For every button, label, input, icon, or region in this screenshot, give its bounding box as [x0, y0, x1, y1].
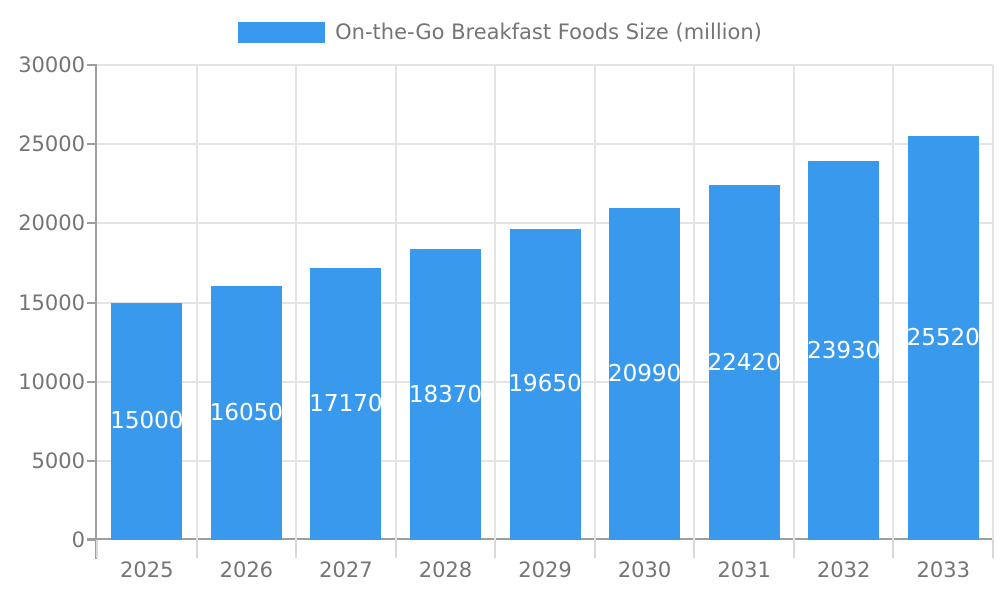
x-axis-tick [593, 540, 596, 558]
bar-value-label: 18370 [408, 381, 483, 408]
y-axis-tick [87, 301, 97, 304]
bar-2029[interactable]: 19650 [508, 228, 582, 540]
bar-2030[interactable]: 20990 [607, 207, 682, 540]
y-axis-tick [87, 539, 97, 541]
bar-2031[interactable]: 22420 [707, 185, 781, 540]
y-axis-tick-label: 5000 [31, 448, 85, 473]
x-axis-tick-label: 2028 [418, 558, 473, 582]
x-axis-tick [892, 540, 895, 558]
x-axis-tick-label: 2033 [916, 558, 970, 582]
bar-value-label: 17170 [309, 391, 383, 418]
y-axis-tick [87, 64, 97, 66]
bar-value-label: 23930 [807, 337, 881, 364]
bar-2026[interactable]: 16050 [209, 285, 283, 540]
plot-area: 15000 16050 17170 18370 19650 20990 22420 23930… [97, 64, 994, 540]
x-gridline [792, 65, 795, 540]
x-gridline [195, 65, 198, 540]
x-axis-tick [195, 540, 198, 558]
y-gridline [97, 64, 993, 66]
bar-value-label: 19650 [508, 371, 582, 398]
x-axis-tick [693, 540, 696, 558]
y-axis-line [95, 65, 97, 559]
y-axis-tick-label: 30000 [18, 53, 85, 77]
y-axis-tick-label: 10000 [18, 369, 85, 394]
x-axis-tick [992, 540, 994, 558]
x-axis-tick-label: 2026 [219, 558, 274, 582]
x-axis-tick-label: 2030 [617, 558, 672, 582]
x-gridline [693, 65, 696, 540]
x-axis-tick [96, 540, 98, 558]
x-axis-tick-label: 2032 [816, 558, 871, 582]
x-gridline [494, 65, 497, 540]
legend-swatch [238, 21, 326, 43]
legend-label: On-the-Go Breakfast Foods Size (million) [335, 20, 762, 44]
x-gridline [892, 65, 895, 540]
y-axis-tick-label: 25000 [18, 132, 85, 157]
x-axis-tick-label: 2029 [518, 558, 572, 582]
bar-value-label: 20990 [607, 360, 682, 387]
y-axis-tick [87, 143, 97, 146]
x-gridline [394, 65, 397, 540]
y-axis-tick-label: 15000 [18, 290, 85, 315]
y-gridline [97, 222, 993, 225]
x-axis-tick [295, 540, 298, 558]
y-gridline [97, 143, 993, 146]
x-axis-tick [494, 540, 497, 558]
bar-value-label: 22420 [707, 349, 781, 376]
bar-2032[interactable]: 23930 [807, 161, 881, 540]
x-axis-tick-label: 2027 [319, 558, 373, 582]
y-axis-tick-label: 0 [71, 528, 85, 552]
bar-2033[interactable]: 25520 [906, 135, 980, 540]
bar-value-label: 16050 [209, 399, 283, 426]
x-gridline [593, 65, 596, 540]
bar-value-label: 25520 [906, 324, 980, 351]
bar-2027[interactable]: 17170 [309, 268, 383, 540]
y-axis-tick [87, 459, 97, 462]
legend[interactable]: On-the-Go Breakfast Foods Size (million) [0, 20, 1000, 44]
bar-value-label: 15000 [110, 408, 184, 435]
x-axis-tick [792, 540, 795, 558]
bar-2028[interactable]: 18370 [408, 249, 483, 540]
x-axis-tick [394, 540, 397, 558]
y-axis-tick [87, 380, 97, 383]
x-axis-tick-label: 2031 [717, 558, 771, 582]
bar-2025[interactable]: 15000 [110, 302, 184, 540]
x-gridline [992, 65, 994, 540]
x-gridline [295, 65, 298, 540]
y-axis-tick [87, 222, 97, 225]
x-axis-tick-label: 2025 [120, 558, 174, 582]
y-axis-tick-label: 20000 [18, 211, 85, 236]
